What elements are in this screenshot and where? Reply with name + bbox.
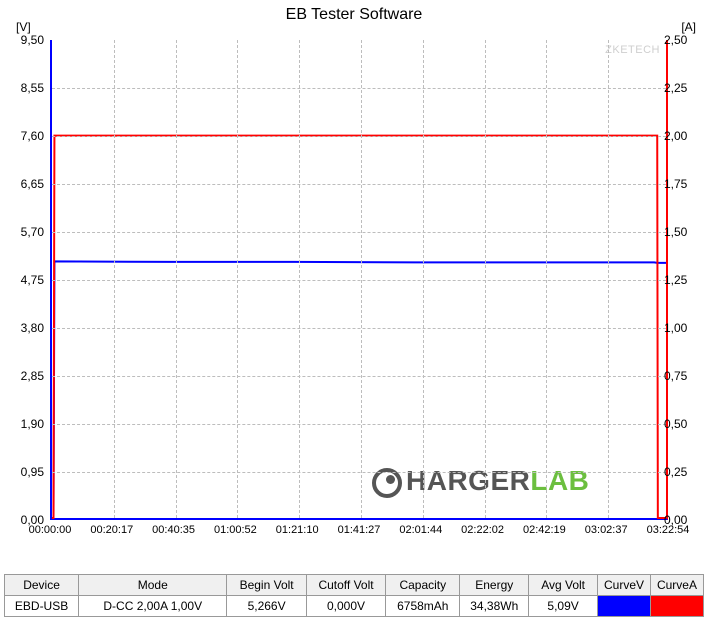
cell-curve-a-swatch (650, 596, 703, 617)
grid-line-h (52, 88, 666, 89)
grid-line-h (52, 328, 666, 329)
data-table-wrap: DeviceModeBegin VoltCutoff VoltCapacityE… (4, 574, 704, 617)
plot-region: ZKETECH HARGERLAB (50, 40, 668, 520)
grid-line-v (237, 40, 238, 518)
grid-line-v (485, 40, 486, 518)
y-right-tick-label: 1,75 (664, 177, 687, 191)
y-right-tick-label: 0,75 (664, 369, 687, 383)
table-header-cell: Cutoff Volt (306, 575, 385, 596)
x-tick-label: 02:22:02 (461, 524, 504, 536)
y-left-tick-label: 6,65 (21, 177, 44, 191)
grid-line-h (52, 184, 666, 185)
x-tick-label: 03:22:54 (647, 524, 690, 536)
y-left-tick-label: 0,95 (21, 465, 44, 479)
table-header-cell: Capacity (386, 575, 460, 596)
x-tick-label: 01:00:52 (214, 524, 257, 536)
x-tick-label: 01:21:10 (276, 524, 319, 536)
app-container: EB Tester Software [V] [A] ZKETECH HARGE… (0, 0, 708, 621)
y-right-ticks: 0,000,250,500,751,001,251,501,752,002,25… (660, 40, 708, 520)
cell-device: EBD-USB (5, 596, 79, 617)
current-curve (52, 136, 666, 518)
cell-curve-v-swatch (598, 596, 651, 617)
y-right-tick-label: 1,25 (664, 273, 687, 287)
x-tick-label: 02:42:19 (523, 524, 566, 536)
y-right-tick-label: 2,25 (664, 81, 687, 95)
curves-svg (52, 40, 666, 518)
table-header-cell: Begin Volt (227, 575, 306, 596)
table-header-cell: Energy (460, 575, 529, 596)
grid-line-h (52, 472, 666, 473)
table-header-cell: CurveV (598, 575, 651, 596)
cell-begin-volt: 5,266V (227, 596, 306, 617)
grid-line-h (52, 136, 666, 137)
y-right-tick-label: 2,50 (664, 33, 687, 47)
x-tick-label: 02:01:44 (399, 524, 442, 536)
y-right-tick-label: 1,00 (664, 321, 687, 335)
data-table: DeviceModeBegin VoltCutoff VoltCapacityE… (4, 574, 704, 617)
x-tick-label: 00:20:17 (90, 524, 133, 536)
grid-line-v (608, 40, 609, 518)
y-left-tick-label: 8,55 (21, 81, 44, 95)
y-right-axis-label: [A] (681, 20, 696, 34)
y-left-tick-label: 3,80 (21, 321, 44, 335)
table-header-row: DeviceModeBegin VoltCutoff VoltCapacityE… (5, 575, 704, 596)
cell-capacity: 6758mAh (386, 596, 460, 617)
y-right-tick-label: 0,50 (664, 417, 687, 431)
table-header-cell: CurveA (650, 575, 703, 596)
table-header-cell: Device (5, 575, 79, 596)
brand-logo-text1: HARGER (406, 465, 530, 496)
chart-area: EB Tester Software [V] [A] ZKETECH HARGE… (0, 0, 708, 570)
chart-title: EB Tester Software (0, 0, 708, 24)
grid-line-v (176, 40, 177, 518)
grid-line-h (52, 424, 666, 425)
brand-logo-text2: LAB (530, 465, 589, 496)
grid-line-h (52, 376, 666, 377)
grid-line-v (114, 40, 115, 518)
x-tick-label: 03:02:37 (585, 524, 628, 536)
y-left-axis-label: [V] (16, 20, 31, 34)
table-row: EBD-USB D-CC 2,00A 1,00V 5,266V 0,000V 6… (5, 596, 704, 617)
cell-avg-volt: 5,09V (529, 596, 598, 617)
x-tick-label: 00:40:35 (152, 524, 195, 536)
grid-line-v (546, 40, 547, 518)
table-header-cell: Mode (79, 575, 227, 596)
y-right-tick-label: 1,50 (664, 225, 687, 239)
grid-line-v (299, 40, 300, 518)
grid-line-v (423, 40, 424, 518)
cell-mode: D-CC 2,00A 1,00V (79, 596, 227, 617)
x-tick-label: 00:00:00 (29, 524, 72, 536)
y-left-tick-label: 2,85 (21, 369, 44, 383)
cell-energy: 34,38Wh (460, 596, 529, 617)
table-header-cell: Avg Volt (529, 575, 598, 596)
x-ticks: 00:00:0000:20:1700:40:3501:00:5201:21:10… (50, 524, 668, 544)
grid-line-v (361, 40, 362, 518)
y-right-tick-label: 2,00 (664, 129, 687, 143)
y-left-tick-label: 5,70 (21, 225, 44, 239)
y-left-tick-label: 1,90 (21, 417, 44, 431)
y-left-tick-label: 7,60 (21, 129, 44, 143)
cell-cutoff-volt: 0,000V (306, 596, 385, 617)
y-left-ticks: 0,000,951,902,853,804,755,706,657,608,55… (0, 40, 48, 520)
grid-line-h (52, 280, 666, 281)
y-left-tick-label: 9,50 (21, 33, 44, 47)
y-right-tick-label: 0,25 (664, 465, 687, 479)
y-left-tick-label: 4,75 (21, 273, 44, 287)
grid-line-h (52, 232, 666, 233)
x-tick-label: 01:41:27 (338, 524, 381, 536)
brand-logo: HARGERLAB (372, 465, 589, 498)
